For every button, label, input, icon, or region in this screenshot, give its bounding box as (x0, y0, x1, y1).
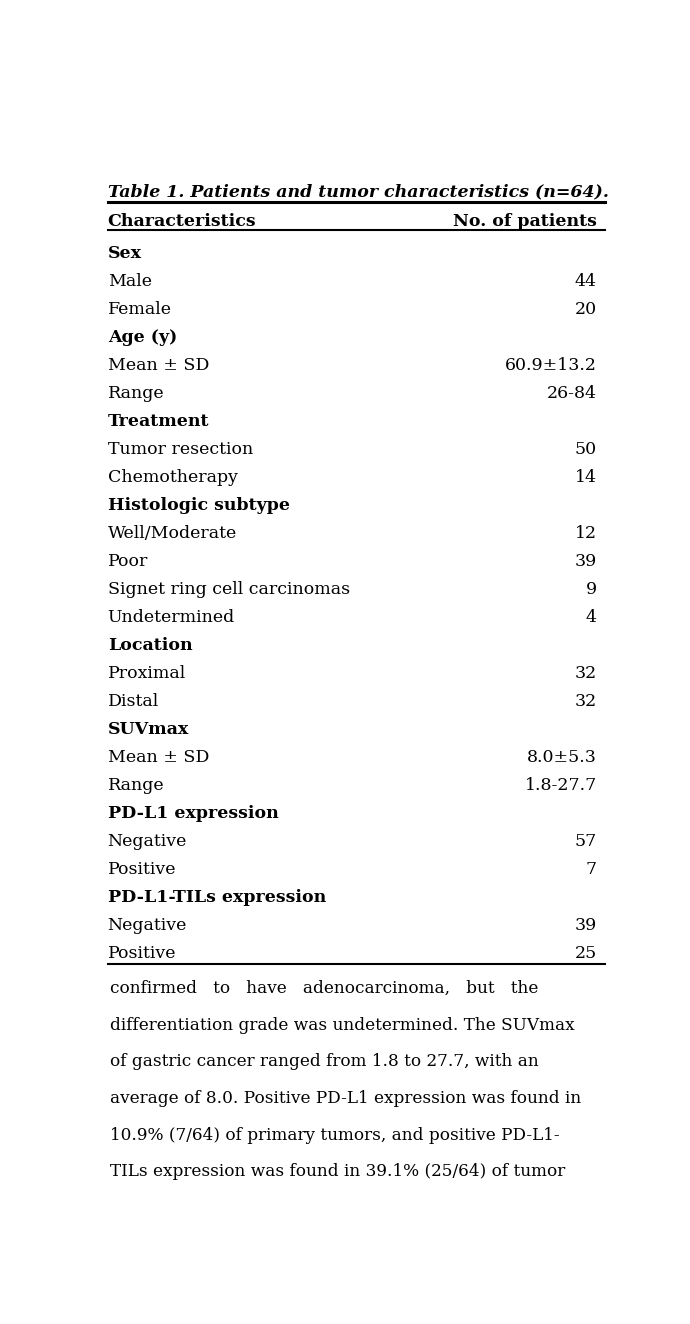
Text: Positive: Positive (108, 945, 176, 963)
Text: 32: 32 (575, 692, 597, 710)
Text: Mean ± SD: Mean ± SD (108, 749, 209, 767)
Text: differentiation grade was undetermined. The SUVmax: differentiation grade was undetermined. … (110, 1017, 575, 1034)
Text: 12: 12 (575, 524, 597, 542)
Text: Histologic subtype: Histologic subtype (108, 496, 290, 514)
Text: Range: Range (108, 385, 164, 401)
Text: PD-L1 expression: PD-L1 expression (108, 805, 278, 822)
Text: 39: 39 (575, 918, 597, 935)
Text: 8.0±5.3: 8.0±5.3 (527, 749, 597, 767)
Text: SUVmax: SUVmax (108, 722, 189, 737)
Text: Tumor resection: Tumor resection (108, 441, 253, 458)
Text: Female: Female (108, 301, 172, 318)
Text: 32: 32 (575, 665, 597, 682)
Text: Negative: Negative (108, 918, 187, 935)
Text: confirmed   to   have   adenocarcinoma,   but   the: confirmed to have adenocarcinoma, but th… (110, 980, 539, 997)
Text: 57: 57 (575, 833, 597, 850)
Text: No. of patients: No. of patients (453, 213, 597, 230)
Text: 9: 9 (586, 581, 597, 598)
Text: Negative: Negative (108, 833, 187, 850)
Text: 20: 20 (575, 301, 597, 318)
Text: Sex: Sex (108, 245, 141, 262)
Text: TILs expression was found in 39.1% (25/64) of tumor: TILs expression was found in 39.1% (25/6… (110, 1164, 566, 1181)
Text: Proximal: Proximal (108, 665, 186, 682)
Text: Signet ring cell carcinomas: Signet ring cell carcinomas (108, 581, 350, 598)
Text: Undetermined: Undetermined (108, 609, 235, 626)
Text: 26-84: 26-84 (547, 385, 597, 401)
Text: Positive: Positive (108, 862, 176, 878)
Text: Chemotherapy: Chemotherapy (108, 469, 237, 486)
Text: Age (y): Age (y) (108, 328, 177, 346)
Text: 60.9±13.2: 60.9±13.2 (505, 356, 597, 373)
Text: Location: Location (108, 637, 193, 654)
Text: Poor: Poor (108, 553, 148, 569)
Text: 50: 50 (575, 441, 597, 458)
Text: Treatment: Treatment (108, 413, 209, 430)
Text: 14: 14 (575, 469, 597, 486)
Text: 10.9% (7/64) of primary tumors, and positive PD-L1-: 10.9% (7/64) of primary tumors, and posi… (110, 1127, 560, 1144)
Text: Well/Moderate: Well/Moderate (108, 524, 237, 542)
Text: 25: 25 (575, 945, 597, 963)
Text: Male: Male (108, 273, 152, 290)
Text: average of 8.0. Positive PD-L1 expression was found in: average of 8.0. Positive PD-L1 expressio… (110, 1090, 582, 1107)
Text: of gastric cancer ranged from 1.8 to 27.7, with an: of gastric cancer ranged from 1.8 to 27.… (110, 1054, 539, 1070)
Text: PD-L1-TILs expression: PD-L1-TILs expression (108, 890, 326, 907)
Text: 44: 44 (575, 273, 597, 290)
Text: 7: 7 (586, 862, 597, 878)
Text: 39: 39 (575, 553, 597, 569)
Text: 4: 4 (586, 609, 597, 626)
Text: Range: Range (108, 777, 164, 794)
Text: Mean ± SD: Mean ± SD (108, 356, 209, 373)
Text: 1.8-27.7: 1.8-27.7 (524, 777, 597, 794)
Text: Characteristics: Characteristics (108, 213, 256, 230)
Text: Distal: Distal (108, 692, 159, 710)
Text: Table 1. Patients and tumor characteristics (n=64).: Table 1. Patients and tumor characterist… (108, 183, 609, 200)
